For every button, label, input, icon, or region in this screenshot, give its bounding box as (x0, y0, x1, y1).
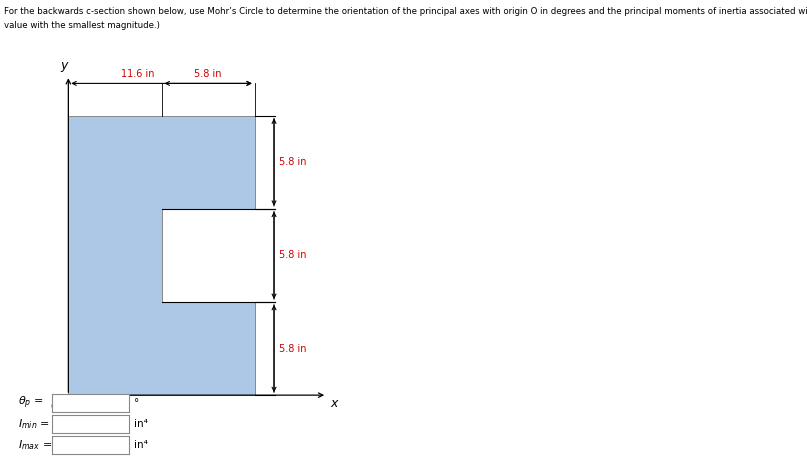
Text: 5.8 in: 5.8 in (194, 69, 222, 79)
Text: °: ° (134, 398, 140, 408)
Text: 5.8 in: 5.8 in (279, 343, 307, 354)
Text: 5.8 in: 5.8 in (279, 157, 307, 167)
Text: 11.6 in: 11.6 in (122, 69, 155, 79)
Text: $I_{max}$ =: $I_{max}$ = (18, 438, 52, 452)
Text: $I_{min}$ =: $I_{min}$ = (18, 417, 50, 431)
Text: x: x (330, 397, 337, 410)
Text: $\theta_p$ =: $\theta_p$ = (18, 395, 44, 411)
Text: O: O (50, 402, 59, 411)
Text: in⁴: in⁴ (134, 440, 148, 450)
Polygon shape (69, 116, 255, 395)
Text: 5.8 in: 5.8 in (279, 250, 307, 260)
Text: y: y (60, 59, 67, 72)
Text: value with the smallest magnitude.): value with the smallest magnitude.) (4, 21, 160, 30)
Text: For the backwards c-section shown below, use Mohr’s Circle to determine the orie: For the backwards c-section shown below,… (4, 7, 807, 16)
Text: in⁴: in⁴ (134, 419, 148, 429)
